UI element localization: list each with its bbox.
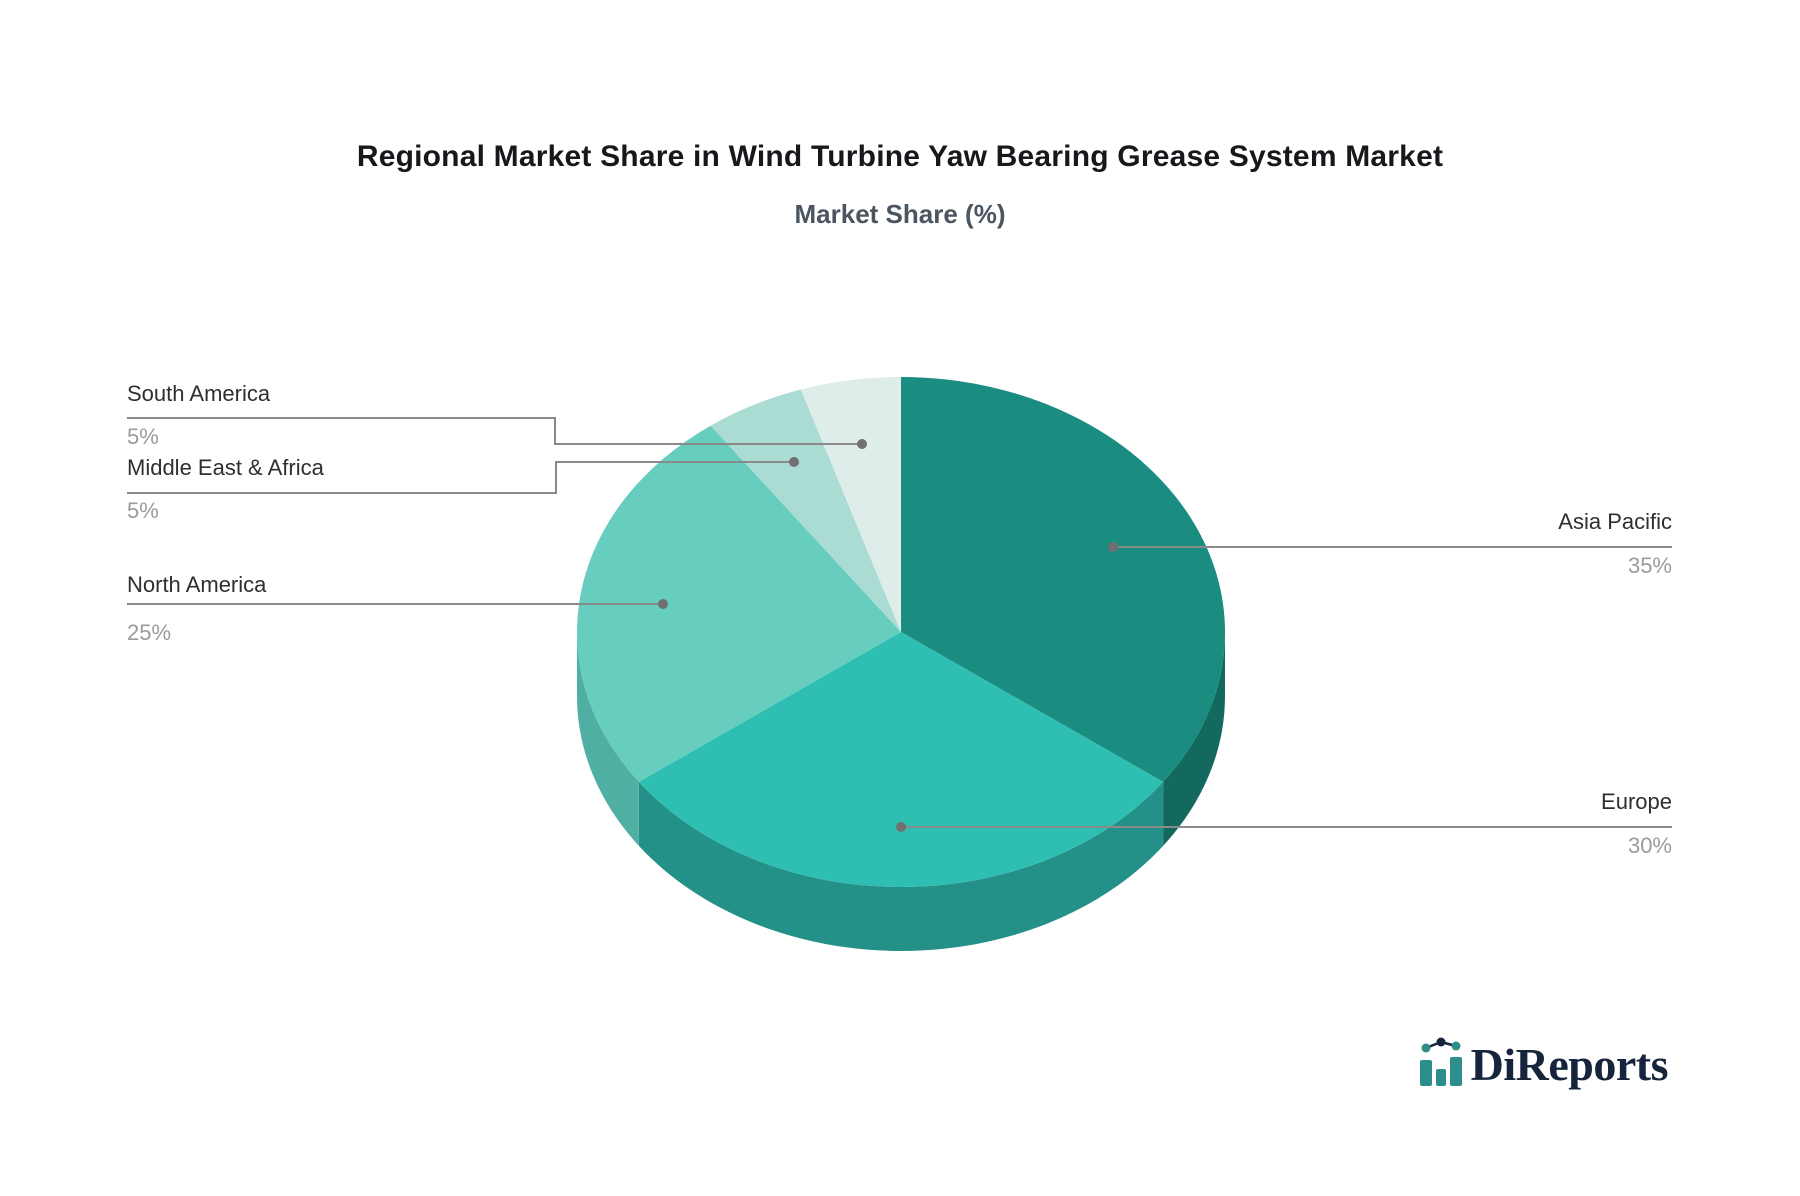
chart-title: Regional Market Share in Wind Turbine Ya… xyxy=(356,140,1444,173)
pie-side-0 xyxy=(1163,632,1225,846)
pie-slice-1 xyxy=(638,632,1164,888)
slice-label-asia-pacific: Asia Pacific xyxy=(1558,509,1672,534)
leader-line-middle-east-africa xyxy=(127,461,794,494)
pie-side-1 xyxy=(638,781,1164,952)
leader-dot-north-america xyxy=(658,599,668,609)
leader-line-south-america xyxy=(127,417,862,445)
logo-bar-2 xyxy=(1435,1069,1446,1086)
slice-label-south-america: South America xyxy=(127,381,271,406)
pie-slice-2 xyxy=(576,425,901,782)
logo-dot-1 xyxy=(1421,1043,1431,1053)
leader-dot-europe xyxy=(896,822,906,832)
pie-slice-3 xyxy=(710,389,901,632)
slice-label-middle-east-africa: Middle East & Africa xyxy=(127,455,324,480)
pie-slice-0 xyxy=(901,377,1226,782)
slice-value-asia-pacific: 35% xyxy=(1627,553,1672,578)
logo-dot-3 xyxy=(1451,1041,1461,1051)
slice-value-middle-east-africa: 5% xyxy=(127,498,159,523)
logo-bar-1 xyxy=(1419,1060,1432,1086)
slice-value-south-america: 5% xyxy=(127,424,159,449)
direports-logo-text: DiReports xyxy=(1470,1039,1669,1090)
pie-side-2 xyxy=(577,632,639,846)
leader-dot-asia-pacific xyxy=(1108,542,1118,552)
slice-value-europe: 30% xyxy=(1627,833,1672,858)
direports-logo-icon xyxy=(1419,1037,1462,1086)
slice-value-north-america: 25% xyxy=(127,620,172,645)
logo-bar-3 xyxy=(1449,1057,1462,1086)
slice-label-europe: Europe xyxy=(1601,789,1672,814)
logo-dot-2 xyxy=(1436,1037,1446,1047)
leader-dot-south-america xyxy=(857,439,867,449)
chart-subtitle: Market Share (%) xyxy=(794,199,1006,229)
pie-slice-4 xyxy=(800,377,901,632)
direports-logo: DiReports xyxy=(1419,1036,1669,1090)
leader-dot-middle-east-africa xyxy=(789,457,799,467)
slice-label-north-america: North America xyxy=(127,572,267,597)
